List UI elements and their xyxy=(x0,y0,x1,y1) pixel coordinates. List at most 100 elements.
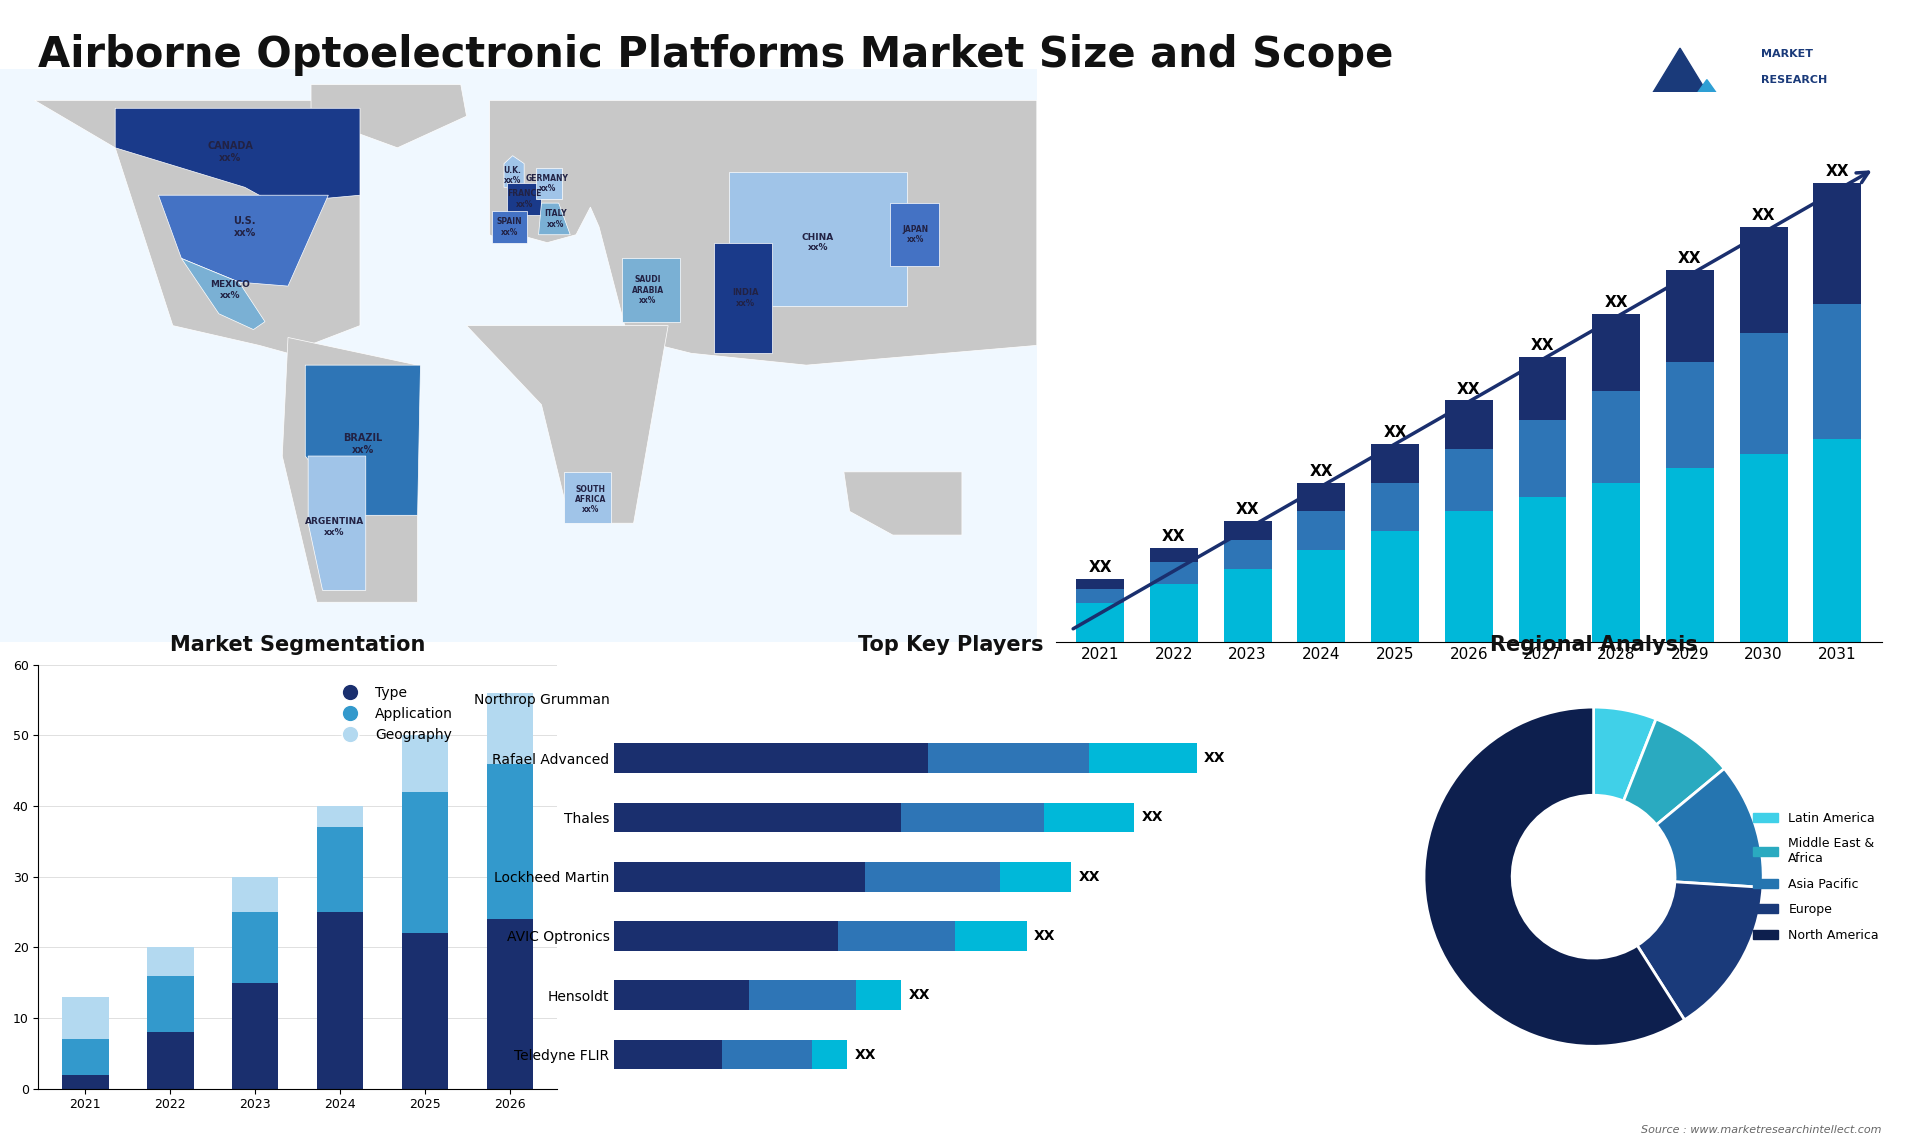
Bar xyxy=(61,1039,109,1075)
Polygon shape xyxy=(564,472,611,524)
Bar xyxy=(1667,468,1715,642)
Text: U.S.
xx%: U.S. xx% xyxy=(234,217,255,237)
Bar xyxy=(856,981,900,1010)
Text: Source : www.marketresearchintellect.com: Source : www.marketresearchintellect.com xyxy=(1642,1124,1882,1135)
Bar xyxy=(232,982,278,1089)
Polygon shape xyxy=(305,366,420,516)
Text: MARKET: MARKET xyxy=(1761,49,1812,60)
Bar xyxy=(1446,511,1492,642)
Bar xyxy=(1740,333,1788,454)
Bar xyxy=(232,912,278,982)
Text: XX: XX xyxy=(1678,251,1701,266)
Bar xyxy=(954,921,1027,951)
Text: XX: XX xyxy=(908,988,929,1003)
Text: XX: XX xyxy=(1457,382,1480,397)
Bar xyxy=(486,919,534,1089)
Text: RESEARCH: RESEARCH xyxy=(1761,74,1828,85)
Bar xyxy=(146,975,194,1033)
Bar xyxy=(401,736,449,792)
Bar xyxy=(146,1033,194,1089)
Polygon shape xyxy=(505,156,524,187)
Polygon shape xyxy=(35,101,361,353)
Polygon shape xyxy=(536,167,563,199)
Text: SOUTH
AFRICA
xx%: SOUTH AFRICA xx% xyxy=(574,485,607,515)
Bar xyxy=(1089,744,1196,772)
Bar xyxy=(1223,521,1271,541)
Text: ARGENTINA
xx%: ARGENTINA xx% xyxy=(305,518,363,536)
Title: Market Segmentation: Market Segmentation xyxy=(169,635,426,654)
Bar xyxy=(1519,497,1567,642)
Text: XX: XX xyxy=(1033,929,1056,943)
Text: SPAIN
xx%: SPAIN xx% xyxy=(497,217,522,236)
Polygon shape xyxy=(538,203,570,235)
Bar xyxy=(317,912,363,1089)
Bar xyxy=(401,792,449,933)
Bar xyxy=(1371,482,1419,531)
Bar xyxy=(1044,802,1135,832)
Bar xyxy=(1298,511,1346,550)
Bar xyxy=(1150,583,1198,642)
Polygon shape xyxy=(730,172,908,306)
Bar xyxy=(1000,862,1071,892)
Text: XX: XX xyxy=(854,1047,876,1061)
Text: XX: XX xyxy=(1162,528,1187,544)
Bar xyxy=(1519,358,1567,419)
Bar xyxy=(614,1039,722,1069)
Text: MEXICO
xx%: MEXICO xx% xyxy=(211,281,250,300)
Bar xyxy=(839,921,954,951)
Polygon shape xyxy=(490,101,1037,366)
Text: XX: XX xyxy=(1530,338,1555,353)
Bar xyxy=(1223,570,1271,642)
Text: Airborne Optoelectronic Platforms Market Size and Scope: Airborne Optoelectronic Platforms Market… xyxy=(38,34,1394,77)
Text: JAPAN
xx%: JAPAN xx% xyxy=(902,225,929,244)
Polygon shape xyxy=(507,183,541,215)
Wedge shape xyxy=(1638,881,1763,1020)
Bar xyxy=(1077,579,1125,589)
Bar xyxy=(1812,439,1860,642)
Bar xyxy=(401,933,449,1089)
Bar xyxy=(614,802,900,832)
Polygon shape xyxy=(467,325,668,524)
Bar xyxy=(1077,589,1125,603)
Text: XX: XX xyxy=(1751,207,1776,223)
Title: Regional Analysis: Regional Analysis xyxy=(1490,635,1697,654)
Bar xyxy=(317,827,363,912)
Bar xyxy=(61,1075,109,1089)
Bar xyxy=(1150,548,1198,563)
Bar xyxy=(232,877,278,912)
Text: GERMANY
xx%: GERMANY xx% xyxy=(526,174,568,193)
Text: ITALY
xx%: ITALY xx% xyxy=(545,210,566,228)
Text: XX: XX xyxy=(1826,165,1849,180)
Text: XX: XX xyxy=(1140,810,1164,824)
Text: XX: XX xyxy=(1089,560,1112,575)
Bar xyxy=(486,763,534,919)
Polygon shape xyxy=(714,243,772,353)
Bar xyxy=(927,744,1089,772)
Bar xyxy=(61,997,109,1039)
Polygon shape xyxy=(307,456,367,590)
Polygon shape xyxy=(845,472,962,535)
Text: FRANCE
xx%: FRANCE xx% xyxy=(507,189,541,209)
Text: XX: XX xyxy=(1204,751,1225,766)
Bar xyxy=(1592,314,1640,391)
Bar xyxy=(1667,362,1715,468)
Bar xyxy=(722,1039,812,1069)
Bar xyxy=(900,802,1044,832)
Bar xyxy=(866,862,1000,892)
Bar xyxy=(1371,531,1419,642)
Bar xyxy=(1667,270,1715,362)
Bar xyxy=(486,693,534,763)
Bar xyxy=(1740,227,1788,333)
Wedge shape xyxy=(1425,707,1684,1046)
Polygon shape xyxy=(493,211,526,243)
Bar xyxy=(614,862,866,892)
Polygon shape xyxy=(157,195,328,286)
Polygon shape xyxy=(1626,48,1734,136)
Bar xyxy=(1223,541,1271,570)
Bar xyxy=(614,744,927,772)
Title: Top Key Players: Top Key Players xyxy=(858,635,1043,654)
Polygon shape xyxy=(115,108,361,203)
Polygon shape xyxy=(1667,79,1747,136)
Polygon shape xyxy=(282,337,419,603)
Text: XX: XX xyxy=(1236,502,1260,517)
